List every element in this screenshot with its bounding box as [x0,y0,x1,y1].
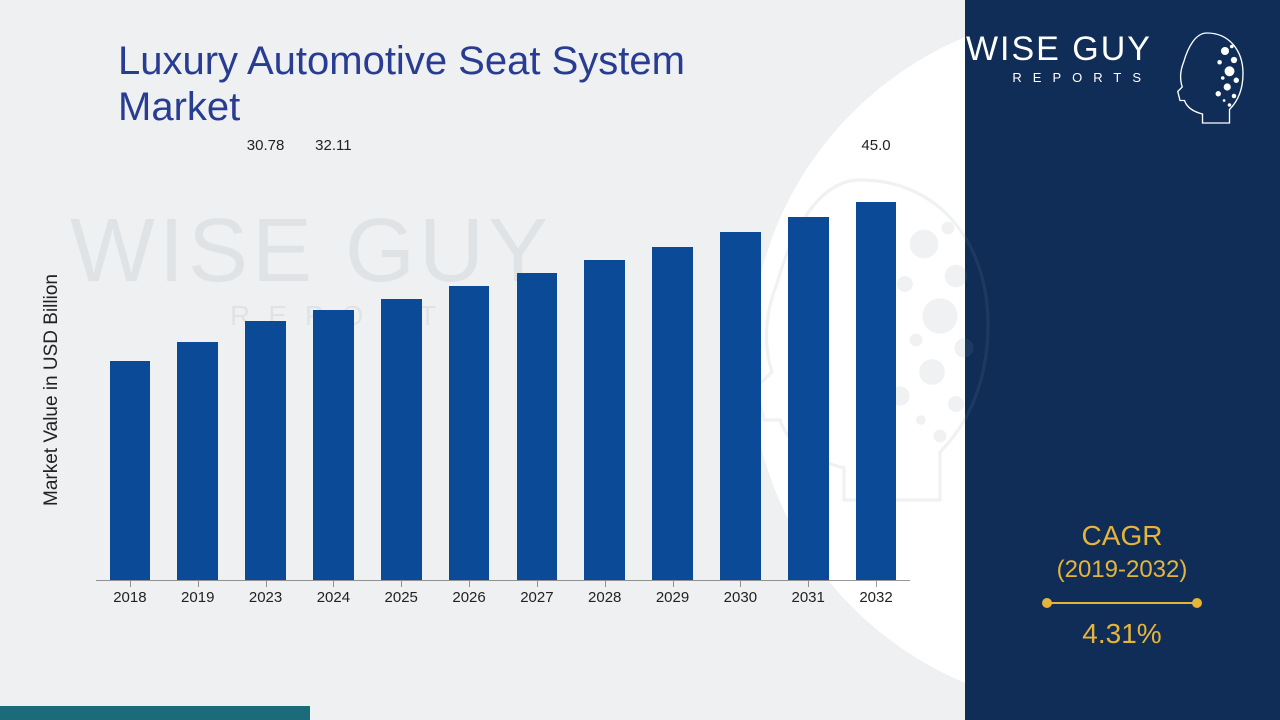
bar-wrap [435,160,503,580]
bar [245,321,286,580]
x-tick: 2018 [96,580,164,620]
bar-value-label: 30.78 [247,137,285,154]
x-tick: 2019 [164,580,232,620]
bar-value-label: 32.11 [315,137,351,154]
x-tick: 2027 [503,580,571,620]
bar-wrap: 30.78 [232,160,300,580]
bar-wrap [503,160,571,580]
bar-value-label: 45.0 [861,137,890,154]
plot-area: 30.7832.11 45.0 [96,160,910,580]
bar [720,232,761,580]
brand-name: WISE GUY [966,32,1152,66]
bar-chart: Market Value in USD Billion 30.7832.1145… [60,160,910,620]
chart-canvas: WISE GUY REPORTS Luxury Automotive Seat … [0,0,1280,720]
bar-wrap: 32.11 [299,160,367,580]
bars-container: 30.7832.11 45.0 [96,160,910,580]
x-tick: 2031 [774,580,842,620]
x-tick: 2029 [639,580,707,620]
bar-wrap [96,160,164,580]
bar-wrap [367,160,435,580]
bar-wrap [774,160,842,580]
bar [856,202,897,580]
cagr-block: CAGR (2019-2032) 4.31% [1012,520,1232,650]
brand-subtitle: REPORTS [966,70,1152,85]
bar [313,310,354,580]
bar [652,247,693,580]
brand-head-icon [1162,28,1252,128]
bar-wrap [164,160,232,580]
brand-block: WISE GUY REPORTS [966,32,1152,85]
bar [788,217,829,580]
cagr-label: CAGR [1012,520,1232,552]
x-tick: 2024 [299,580,367,620]
bar-wrap [706,160,774,580]
x-tick: 2025 [367,580,435,620]
chart-title: Luxury Automotive Seat System Market [118,38,758,130]
y-axis-label: Market Value in USD Billion [41,274,63,506]
bottom-accent-bar [0,706,310,720]
bar [449,286,490,580]
cagr-value: 4.31% [1012,618,1232,650]
bar [110,361,151,580]
bar-wrap [639,160,707,580]
bar-wrap [571,160,639,580]
cagr-divider [1047,602,1197,604]
x-axis: 2018201920232024202520262027202820292030… [96,580,910,620]
x-tick: 2023 [232,580,300,620]
x-tick: 2030 [706,580,774,620]
x-tick: 2032 [842,580,910,620]
x-tick: 2026 [435,580,503,620]
bar [517,273,558,580]
bar [177,342,218,580]
bar [584,260,625,580]
x-tick: 2028 [571,580,639,620]
bar-wrap: 45.0 [842,160,910,580]
bar [381,299,422,580]
cagr-range: (2019-2032) [1012,556,1232,584]
